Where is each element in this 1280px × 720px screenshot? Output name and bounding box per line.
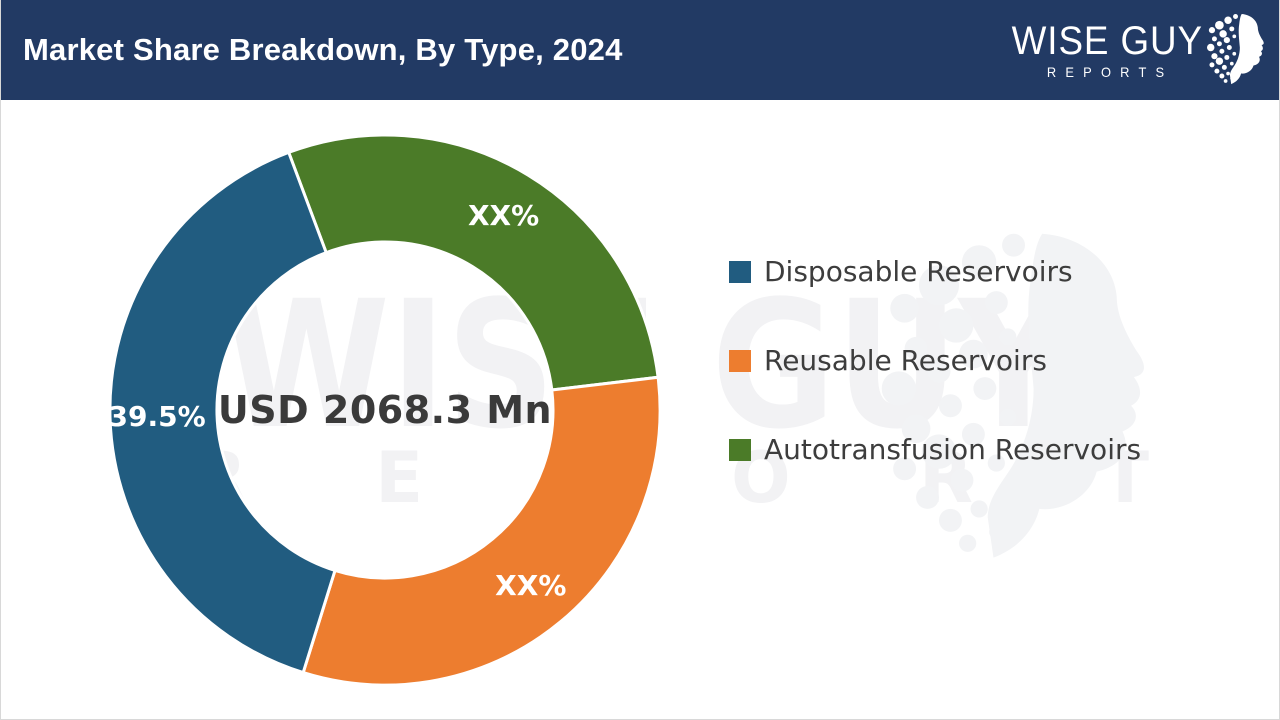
legend-label: Reusable Reservoirs <box>764 344 1047 378</box>
logo-wordmark: WISE GUY <box>1011 18 1203 63</box>
legend-item-disposable-reservoirs: Disposable Reservoirs <box>729 255 1141 288</box>
legend-swatch-disposable <box>729 261 751 284</box>
pie-segment-0 <box>108 150 337 675</box>
pie-segment-2 <box>287 133 660 392</box>
header-bar: Market Share Breakdown, By Type, 2024 WI… <box>1 0 1279 100</box>
slice-label-2: XX% <box>468 199 539 232</box>
wiseguy-logo: WISE GUY REPORTS <box>995 10 1269 90</box>
chart-legend: Disposable Reservoirs Reusable Reservoir… <box>729 255 1141 467</box>
legend-item-autotransfusion-reservoirs: Autotransfusion Reservoirs <box>729 434 1141 466</box>
logo-text: WISE GUY REPORTS <box>1012 21 1203 80</box>
legend-swatch-reusable <box>729 350 751 373</box>
pie-segment-1 <box>301 375 662 687</box>
legend-label: Autotransfusion Reservoirs <box>764 433 1142 467</box>
slice-label-0: 39.5% <box>109 400 206 433</box>
donut-chart: XX% XX% 39.5% <box>108 133 662 687</box>
logo-subtitle: REPORTS <box>1046 63 1174 80</box>
legend-swatch-autotransfusion <box>729 439 751 462</box>
legend-label: Disposable Reservoirs <box>764 255 1073 288</box>
legend-item-reusable-reservoirs: Reusable Reservoirs <box>729 344 1141 378</box>
slice-label-1: XX% <box>495 569 566 602</box>
center-value-label: USD 2068.3 Mn <box>217 388 553 432</box>
page-title: Market Share Breakdown, By Type, 2024 <box>23 32 623 67</box>
head-logo-icon <box>1207 10 1269 90</box>
chart-area: WISE GUY R E P O R T S XX% XX% 39.5% USD 2… <box>1 100 1279 719</box>
